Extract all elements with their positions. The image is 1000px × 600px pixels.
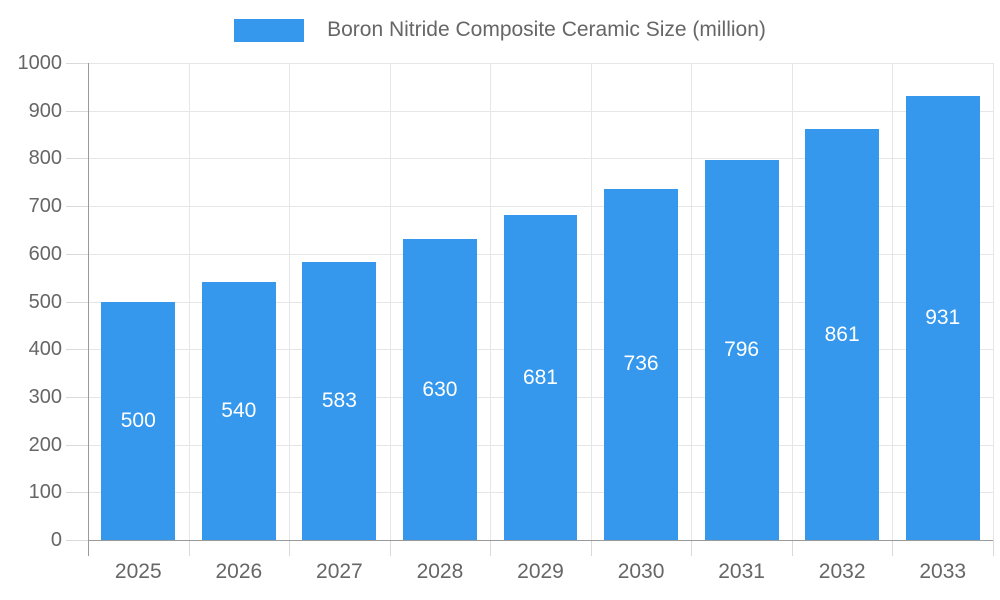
y-axis-tick bbox=[66, 253, 88, 255]
bar-value-label: 931 bbox=[925, 305, 961, 329]
y-axis-tick bbox=[66, 444, 88, 446]
x-axis-tick bbox=[490, 540, 492, 556]
x-axis-tick-label: 2025 bbox=[114, 560, 162, 583]
bar[interactable]: 861 bbox=[805, 129, 880, 540]
v-gridline bbox=[289, 63, 291, 540]
legend-marker-icon bbox=[234, 18, 305, 42]
bar-value-label: 500 bbox=[120, 408, 156, 432]
bar-value-label: 540 bbox=[221, 399, 257, 423]
y-axis-tick-label: 400 bbox=[28, 338, 62, 361]
x-axis-tick-label: 2026 bbox=[215, 560, 263, 583]
bar[interactable]: 540 bbox=[201, 282, 276, 540]
x-axis-tick bbox=[590, 540, 592, 556]
y-axis-tick-label: 0 bbox=[50, 529, 62, 551]
y-axis-tick bbox=[66, 110, 88, 112]
v-gridline bbox=[791, 63, 793, 540]
y-axis-tick-label: 800 bbox=[28, 147, 62, 170]
x-axis-tick-label: 2027 bbox=[316, 560, 363, 583]
x-axis-tick-label: 2033 bbox=[919, 560, 967, 583]
y-axis-tick bbox=[66, 158, 88, 160]
h-gridline bbox=[88, 63, 993, 64]
v-gridline bbox=[993, 63, 994, 540]
y-axis-tick-label: 500 bbox=[28, 290, 62, 313]
bar[interactable]: 500 bbox=[101, 301, 176, 540]
bar[interactable]: 630 bbox=[402, 239, 477, 540]
x-axis-tick bbox=[188, 540, 190, 556]
bar-value-label: 796 bbox=[724, 338, 760, 362]
x-axis-tick-label: 2032 bbox=[818, 560, 866, 583]
bar-value-label: 583 bbox=[321, 388, 357, 412]
bar-value-label: 736 bbox=[623, 352, 659, 376]
v-gridline bbox=[892, 63, 894, 540]
bar[interactable]: 736 bbox=[604, 188, 678, 540]
x-axis-tick bbox=[993, 540, 994, 556]
x-axis-tick bbox=[691, 540, 693, 556]
v-gridline bbox=[490, 63, 492, 540]
bar[interactable]: 583 bbox=[302, 261, 377, 540]
y-axis-tick bbox=[66, 63, 88, 64]
bar[interactable]: 796 bbox=[704, 160, 779, 540]
y-axis-tick-label: 300 bbox=[28, 385, 62, 408]
bar[interactable]: 681 bbox=[503, 215, 578, 540]
y-axis-tick bbox=[66, 206, 88, 208]
x-axis-tick-label: 2031 bbox=[718, 560, 765, 583]
v-gridline bbox=[188, 63, 190, 540]
y-axis-tick-label: 1000 bbox=[17, 52, 63, 74]
y-axis-tick-label: 700 bbox=[28, 195, 62, 218]
v-gridline bbox=[389, 63, 391, 540]
y-axis-tick-label: 900 bbox=[28, 99, 62, 122]
y-axis-tick bbox=[66, 540, 88, 541]
y-axis-tick bbox=[66, 492, 88, 494]
y-axis-line bbox=[88, 63, 89, 556]
legend[interactable]: Boron Nitride Composite Ceramic Size (mi… bbox=[0, 17, 1000, 43]
v-gridline bbox=[691, 63, 693, 540]
x-axis-tick-label: 2030 bbox=[617, 560, 665, 583]
legend-label: Boron Nitride Composite Ceramic Size (mi… bbox=[327, 18, 766, 41]
x-axis-tick-label: 2028 bbox=[416, 560, 464, 583]
x-axis-tick bbox=[791, 540, 793, 556]
h-gridline bbox=[88, 206, 993, 208]
x-axis-tick bbox=[892, 540, 894, 556]
h-gridline bbox=[88, 158, 993, 160]
bar-value-label: 630 bbox=[422, 377, 458, 401]
v-gridline bbox=[590, 63, 592, 540]
x-axis-tick bbox=[389, 540, 391, 556]
y-axis-tick-label: 100 bbox=[28, 481, 62, 504]
bar-value-label: 681 bbox=[522, 365, 558, 389]
x-axis-tick bbox=[289, 540, 291, 556]
bar[interactable]: 931 bbox=[905, 95, 980, 540]
y-axis-tick-label: 600 bbox=[28, 242, 62, 265]
y-axis-tick bbox=[66, 349, 88, 351]
h-gridline bbox=[88, 110, 993, 112]
y-axis-tick bbox=[66, 396, 88, 398]
y-axis-tick bbox=[66, 301, 88, 303]
x-axis-line bbox=[88, 540, 993, 541]
x-axis-tick-label: 2029 bbox=[517, 560, 564, 583]
bar-value-label: 861 bbox=[824, 322, 860, 346]
y-axis-tick-label: 200 bbox=[28, 433, 62, 456]
